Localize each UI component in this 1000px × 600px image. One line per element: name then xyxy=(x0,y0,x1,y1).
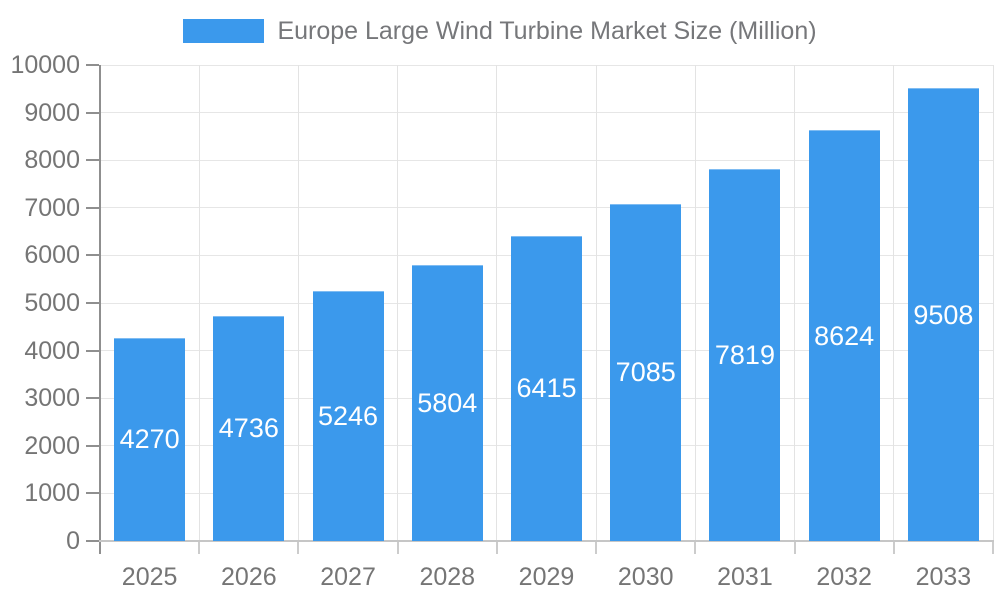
bar-2027[interactable]: 5246 xyxy=(312,291,384,541)
x-axis-tick xyxy=(694,542,697,554)
bar-2028[interactable]: 5804 xyxy=(411,264,483,541)
y-axis-label: 0 xyxy=(66,527,80,555)
legend-label: Europe Large Wind Turbine Market Size (M… xyxy=(277,17,817,45)
bar-2033[interactable]: 9508 xyxy=(907,88,979,541)
bar-value-label: 7085 xyxy=(615,357,676,388)
bar-value-label: 7819 xyxy=(714,339,775,370)
x-axis-tick xyxy=(396,542,399,554)
y-axis-label: 5000 xyxy=(24,289,80,317)
x-axis-label: 2026 xyxy=(221,563,277,591)
x-axis-tick xyxy=(992,542,994,554)
gridline-vertical xyxy=(992,65,994,541)
gridline-vertical xyxy=(694,65,696,541)
bar-2026[interactable]: 4736 xyxy=(213,315,285,541)
x-axis-label: 2029 xyxy=(518,563,575,591)
y-axis-tick xyxy=(86,111,99,114)
gridline-vertical xyxy=(595,65,597,541)
y-axis-tick xyxy=(86,159,99,162)
x-axis-tick xyxy=(495,542,498,554)
gridline-vertical xyxy=(198,65,200,541)
y-axis-tick xyxy=(86,444,99,447)
y-axis-tick xyxy=(86,302,99,304)
legend[interactable]: Europe Large Wind Turbine Market Size (M… xyxy=(0,17,1000,45)
gridline-horizontal xyxy=(100,64,993,66)
y-axis-tick xyxy=(86,206,99,209)
bar-2032[interactable]: 8624 xyxy=(808,130,880,541)
gridline-horizontal xyxy=(100,207,993,209)
gridline-horizontal xyxy=(100,112,993,114)
y-axis-label: 4000 xyxy=(24,336,80,365)
x-axis-label: 2027 xyxy=(320,563,376,591)
bar-value-label: 5246 xyxy=(318,401,379,432)
x-axis-tick xyxy=(595,542,598,554)
gridline-vertical xyxy=(893,65,895,541)
x-axis-tick xyxy=(297,542,300,554)
x-axis-label: 2032 xyxy=(816,563,872,591)
y-axis-label: 1000 xyxy=(24,479,80,508)
x-axis-tick xyxy=(793,542,796,554)
y-axis-label: 7000 xyxy=(24,193,80,222)
y-axis-line xyxy=(99,65,101,554)
bar-value-label: 9508 xyxy=(913,299,974,330)
x-axis-label: 2028 xyxy=(419,563,476,591)
bar-2030[interactable]: 7085 xyxy=(610,203,682,541)
x-axis-label: 2030 xyxy=(617,563,674,591)
legend-swatch xyxy=(183,19,265,43)
y-axis-label: 2000 xyxy=(24,431,80,460)
y-axis-tick xyxy=(86,254,99,257)
bar-value-label: 5804 xyxy=(417,387,478,418)
gridline-vertical xyxy=(397,65,399,541)
gridline-horizontal xyxy=(100,159,993,161)
bar-value-label: 4736 xyxy=(218,413,279,444)
x-axis-line xyxy=(99,540,994,542)
y-axis-tick xyxy=(86,64,99,66)
x-axis-tick xyxy=(892,542,895,554)
x-axis-label: 2033 xyxy=(915,563,972,591)
y-axis-label: 10000 xyxy=(10,51,80,79)
y-axis-label: 6000 xyxy=(24,241,80,270)
gridline-vertical xyxy=(297,65,299,541)
bar-2025[interactable]: 4270 xyxy=(114,337,186,541)
bar-2031[interactable]: 7819 xyxy=(709,168,781,541)
x-axis-label: 2031 xyxy=(717,563,773,591)
y-axis-label: 9000 xyxy=(24,98,80,127)
y-axis-label: 3000 xyxy=(24,384,80,413)
y-axis-label: 8000 xyxy=(24,146,80,175)
bar-value-label: 8624 xyxy=(814,320,875,351)
bar-value-label: 6415 xyxy=(516,373,577,404)
x-axis-label: 2025 xyxy=(121,563,178,591)
gridline-vertical xyxy=(496,65,498,541)
bar-value-label: 4270 xyxy=(119,424,180,455)
gridline-vertical xyxy=(794,65,796,541)
bar-2029[interactable]: 6415 xyxy=(511,235,582,541)
x-axis-tick xyxy=(198,542,201,554)
y-axis-tick xyxy=(86,397,99,400)
y-axis-tick xyxy=(86,492,99,495)
y-axis-tick xyxy=(86,540,99,542)
y-axis-tick xyxy=(86,349,99,352)
